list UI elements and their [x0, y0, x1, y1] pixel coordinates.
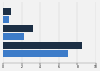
Bar	[3, 50, 68, 57]
Bar	[3, 16, 9, 23]
Bar	[3, 33, 24, 40]
Bar	[3, 25, 33, 32]
Bar	[3, 42, 82, 49]
Bar	[3, 8, 11, 15]
